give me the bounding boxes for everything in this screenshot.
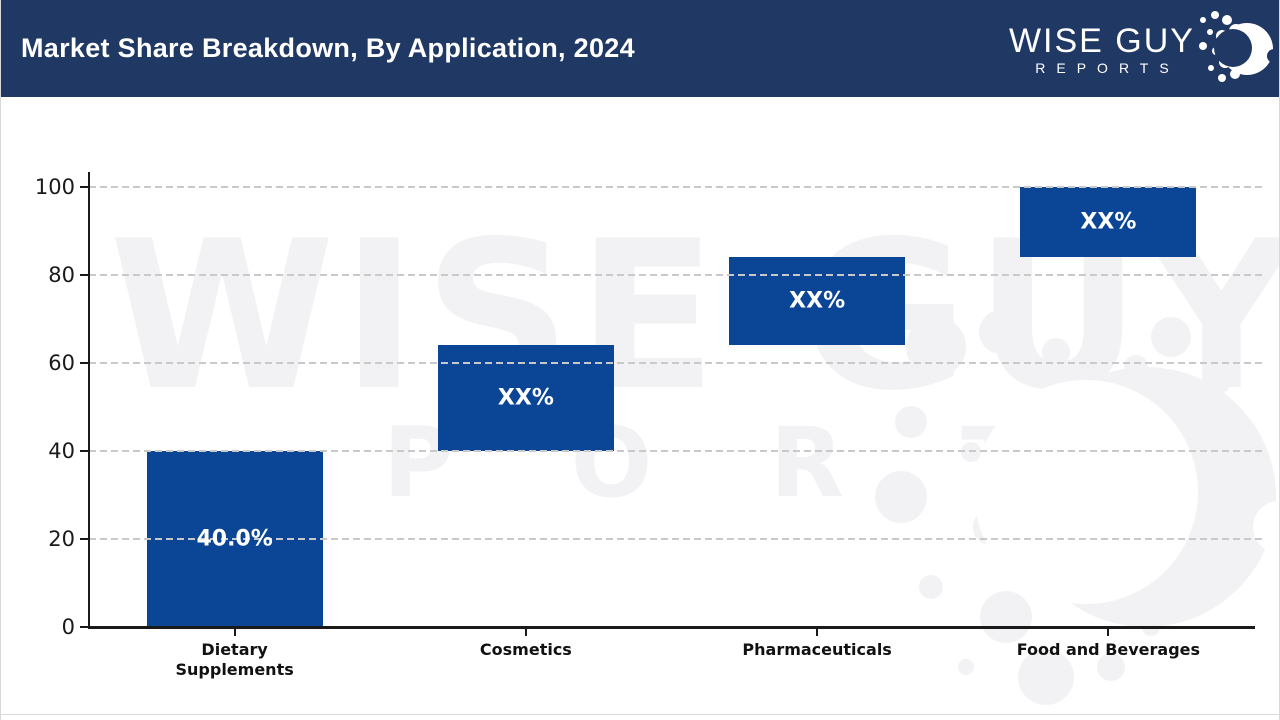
x-tick-mark — [233, 629, 236, 636]
bar-value-label: 40.0% — [196, 526, 273, 552]
x-category-label: Food and Beverages — [1016, 640, 1201, 659]
wise-guy-reports-logo: WISE GUY REPORTS — [1003, 6, 1273, 92]
gridline — [89, 538, 1265, 540]
gridline — [89, 362, 1265, 364]
logo-head-icon — [1199, 11, 1273, 82]
x-axis-line — [88, 626, 1255, 629]
bar — [729, 257, 906, 346]
gridline — [89, 274, 1265, 276]
gridline — [89, 186, 1265, 188]
gridline — [89, 450, 1265, 452]
y-tick-label: 40 — [48, 439, 75, 463]
bottom-divider — [1, 714, 1279, 715]
x-tick-mark — [816, 629, 819, 636]
x-tick-mark — [1107, 629, 1110, 636]
bar-value-label: XX% — [789, 288, 846, 314]
watermark-head-dots-icon — [875, 310, 1279, 705]
y-tick-label: 100 — [34, 175, 75, 199]
y-tick-mark — [80, 538, 88, 540]
bar-value-label: XX% — [497, 385, 554, 411]
y-tick-label: 80 — [48, 263, 75, 287]
y-tick-label: 0 — [61, 615, 75, 639]
x-category-label: Cosmetics — [479, 640, 572, 659]
y-axis-line — [88, 172, 90, 628]
logo-subtitle: REPORTS — [1035, 59, 1180, 76]
x-category-label: Pharmaceuticals — [742, 640, 892, 659]
logo-text: WISE GUY REPORTS — [1009, 23, 1195, 76]
y-tick-mark — [80, 450, 88, 452]
chart-title: Market Share Breakdown, By Application, … — [21, 33, 635, 63]
y-tick-label: 20 — [48, 527, 75, 551]
x-tick-mark — [524, 629, 527, 636]
header-bar: Market Share Breakdown, By Application, … — [1, 0, 1279, 97]
logo-wordmark: WISE GUY — [1008, 21, 1195, 60]
bar — [1020, 187, 1197, 258]
y-tick-mark — [80, 186, 88, 188]
bar-value-label: XX% — [1080, 209, 1137, 235]
x-category-label: Dietary Supplements — [175, 640, 294, 679]
y-tick-mark — [80, 274, 88, 276]
y-tick-mark — [80, 626, 88, 628]
y-tick-mark — [80, 362, 88, 364]
y-tick-label: 60 — [48, 351, 75, 375]
